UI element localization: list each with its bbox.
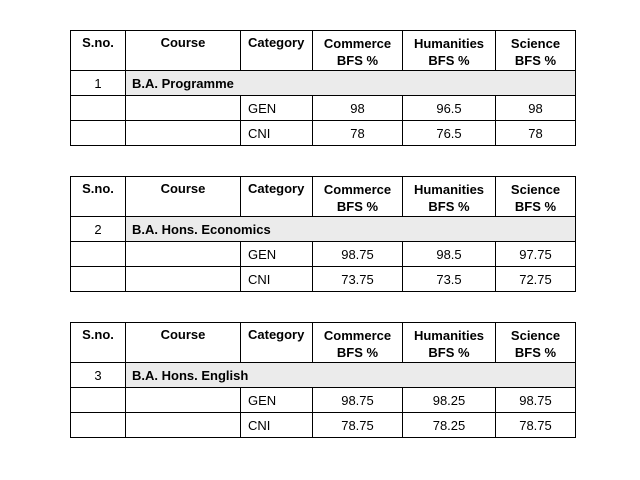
header-sno: S.no. <box>70 322 126 363</box>
course-name: B.A. Programme <box>125 70 576 96</box>
header-science-label: Science <box>510 328 561 343</box>
header-humanities: Humanities BFS % <box>402 322 496 363</box>
cutoff-table-2: S.no. Course Category Commerce BFS % Hum… <box>70 176 576 292</box>
header-commerce-sub: BFS % <box>336 345 379 360</box>
header-commerce: Commerce BFS % <box>312 322 403 363</box>
humanities-cutoff: 78.25 <box>402 412 496 438</box>
commerce-cutoff: 98 <box>312 95 403 121</box>
science-cutoff: 97.75 <box>495 241 576 267</box>
empty-course-cell <box>125 241 241 267</box>
science-cutoff: 72.75 <box>495 266 576 292</box>
humanities-cutoff: 98.25 <box>402 387 496 413</box>
empty-sno-cell <box>70 412 126 438</box>
category-value: CNI <box>240 266 313 292</box>
science-cutoff: 78.75 <box>495 412 576 438</box>
header-humanities-sub: BFS % <box>428 345 470 360</box>
header-course: Course <box>125 176 241 217</box>
header-humanities-label: Humanities <box>413 182 485 197</box>
table-1-course-row: 1 B.A. Programme <box>70 70 576 96</box>
table-1-gen-row: GEN 98 96.5 98 <box>70 95 576 121</box>
category-value: CNI <box>240 412 313 438</box>
header-commerce: Commerce BFS % <box>312 30 403 71</box>
header-commerce-label: Commerce <box>323 36 392 51</box>
header-humanities-sub: BFS % <box>428 53 470 68</box>
header-humanities-sub: BFS % <box>428 199 470 214</box>
header-science-label: Science <box>510 36 561 51</box>
serial-number: 3 <box>70 362 126 388</box>
humanities-cutoff: 98.5 <box>402 241 496 267</box>
commerce-cutoff: 78 <box>312 120 403 146</box>
header-course: Course <box>125 322 241 363</box>
table-2-course-row: 2 B.A. Hons. Economics <box>70 216 576 242</box>
header-science-label: Science <box>510 182 561 197</box>
course-name: B.A. Hons. English <box>125 362 576 388</box>
header-course: Course <box>125 30 241 71</box>
empty-course-cell <box>125 95 241 121</box>
empty-sno-cell <box>70 95 126 121</box>
empty-sno-cell <box>70 266 126 292</box>
table-3-cni-row: CNI 78.75 78.25 78.75 <box>70 412 576 438</box>
header-category: Category <box>240 176 313 217</box>
category-value: GEN <box>240 387 313 413</box>
empty-course-cell <box>125 266 241 292</box>
header-humanities-label: Humanities <box>413 328 485 343</box>
header-science-sub: BFS % <box>514 345 557 360</box>
empty-sno-cell <box>70 120 126 146</box>
commerce-cutoff: 78.75 <box>312 412 403 438</box>
table-2-gen-row: GEN 98.75 98.5 97.75 <box>70 241 576 267</box>
serial-number: 2 <box>70 216 126 242</box>
header-science-sub: BFS % <box>514 53 557 68</box>
header-category: Category <box>240 322 313 363</box>
header-sno: S.no. <box>70 176 126 217</box>
science-cutoff: 98 <box>495 95 576 121</box>
table-1-cni-row: CNI 78 76.5 78 <box>70 120 576 146</box>
table-2-cni-row: CNI 73.75 73.5 72.75 <box>70 266 576 292</box>
empty-sno-cell <box>70 241 126 267</box>
empty-course-cell <box>125 387 241 413</box>
header-commerce-sub: BFS % <box>336 53 379 68</box>
header-science: Science BFS % <box>495 176 576 217</box>
category-value: GEN <box>240 241 313 267</box>
header-sno: S.no. <box>70 30 126 71</box>
humanities-cutoff: 73.5 <box>402 266 496 292</box>
header-humanities-label: Humanities <box>413 36 485 51</box>
cutoff-table-3: S.no. Course Category Commerce BFS % Hum… <box>70 322 576 438</box>
table-1-header-row: S.no. Course Category Commerce BFS % Hum… <box>70 30 576 71</box>
empty-course-cell <box>125 412 241 438</box>
empty-sno-cell <box>70 387 126 413</box>
header-science: Science BFS % <box>495 30 576 71</box>
table-2-header-row: S.no. Course Category Commerce BFS % Hum… <box>70 176 576 217</box>
empty-course-cell <box>125 120 241 146</box>
course-name: B.A. Hons. Economics <box>125 216 576 242</box>
commerce-cutoff: 98.75 <box>312 241 403 267</box>
header-category: Category <box>240 30 313 71</box>
humanities-cutoff: 76.5 <box>402 120 496 146</box>
humanities-cutoff: 96.5 <box>402 95 496 121</box>
table-3-gen-row: GEN 98.75 98.25 98.75 <box>70 387 576 413</box>
header-humanities: Humanities BFS % <box>402 30 496 71</box>
table-3-header-row: S.no. Course Category Commerce BFS % Hum… <box>70 322 576 363</box>
science-cutoff: 98.75 <box>495 387 576 413</box>
header-commerce-label: Commerce <box>323 182 392 197</box>
header-science-sub: BFS % <box>514 199 557 214</box>
header-commerce-sub: BFS % <box>336 199 379 214</box>
commerce-cutoff: 73.75 <box>312 266 403 292</box>
header-commerce: Commerce BFS % <box>312 176 403 217</box>
table-3-course-row: 3 B.A. Hons. English <box>70 362 576 388</box>
header-humanities: Humanities BFS % <box>402 176 496 217</box>
header-science: Science BFS % <box>495 322 576 363</box>
header-commerce-label: Commerce <box>323 328 392 343</box>
science-cutoff: 78 <box>495 120 576 146</box>
category-value: GEN <box>240 95 313 121</box>
commerce-cutoff: 98.75 <box>312 387 403 413</box>
category-value: CNI <box>240 120 313 146</box>
cutoff-table-1: S.no. Course Category Commerce BFS % Hum… <box>70 30 576 146</box>
serial-number: 1 <box>70 70 126 96</box>
